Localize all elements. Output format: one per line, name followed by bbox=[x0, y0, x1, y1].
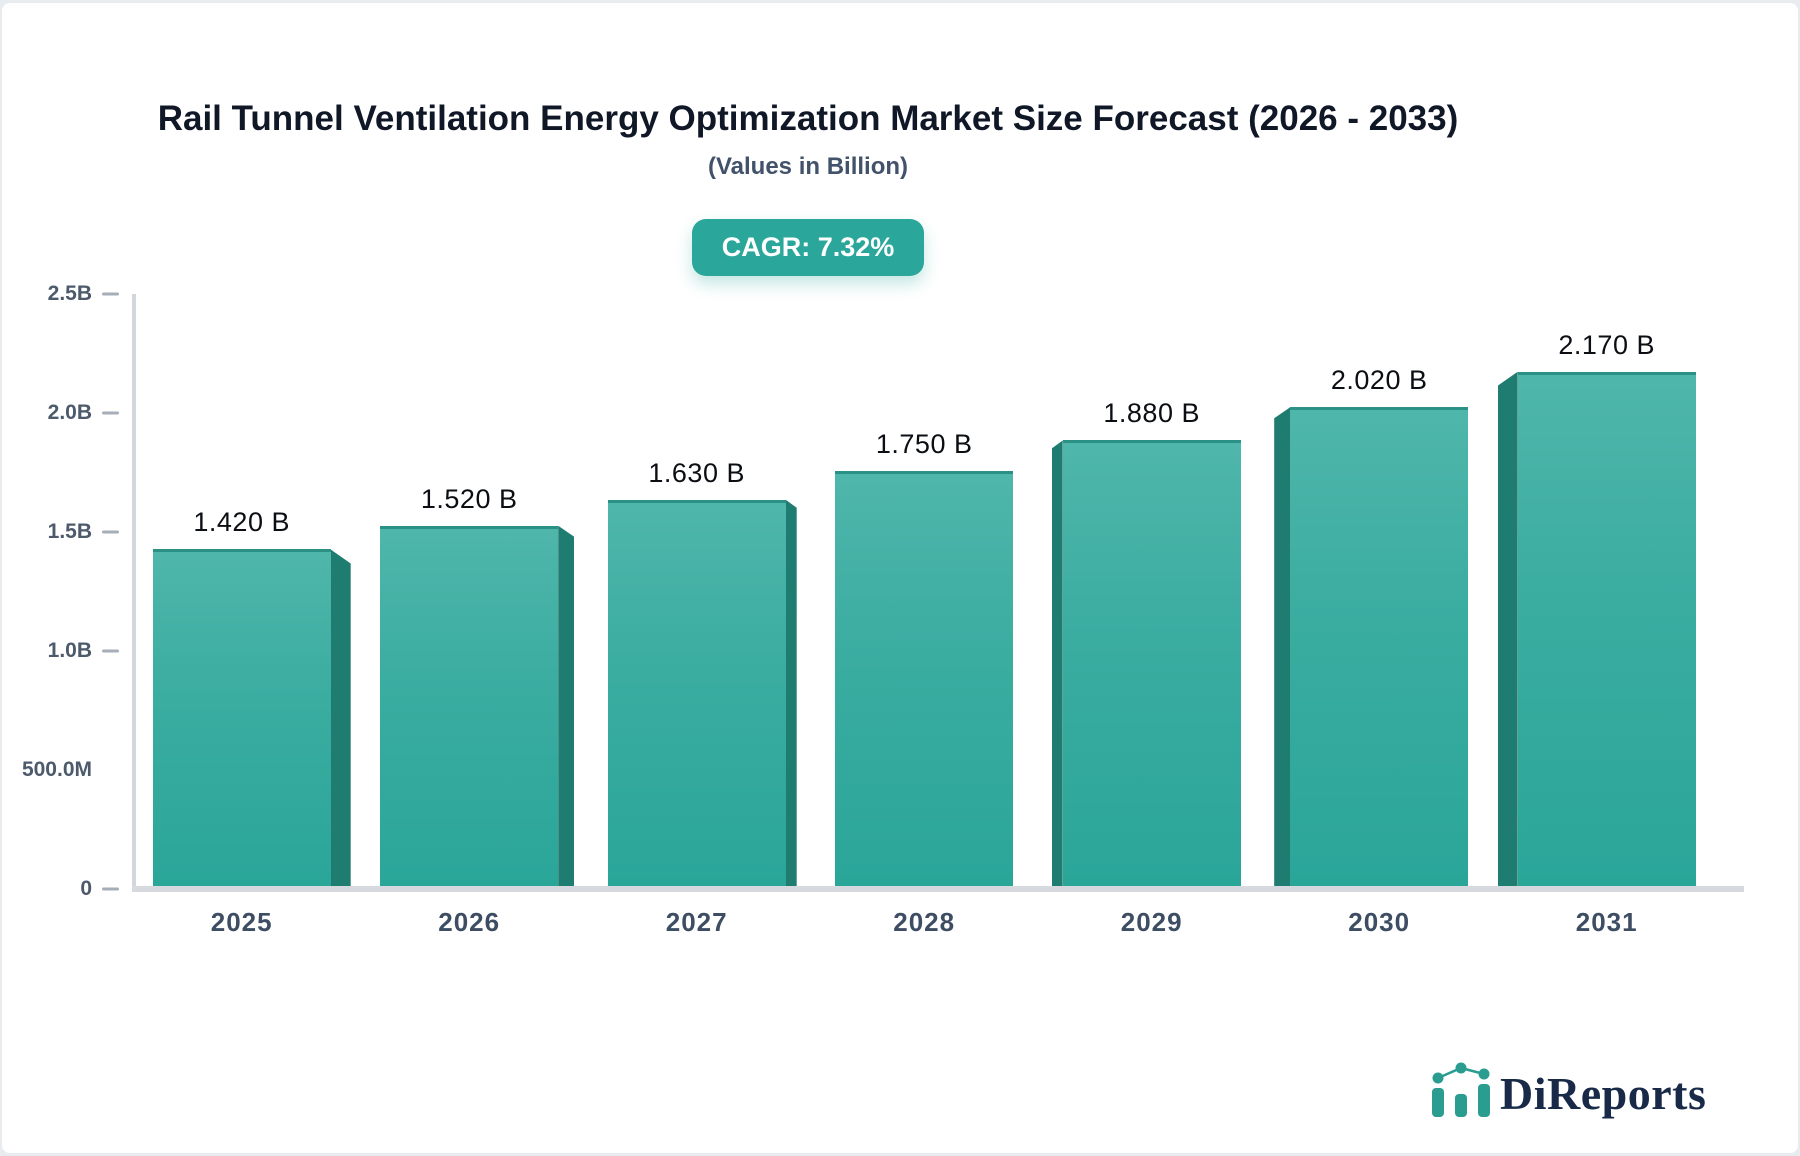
x-axis-label-2031: 2031 bbox=[1575, 907, 1638, 937]
bar-front-2028 bbox=[835, 471, 1014, 886]
bar-value-label-2027: 1.630 B bbox=[648, 457, 745, 488]
chart-title: Rail Tunnel Ventilation Energy Optimizat… bbox=[157, 99, 1459, 138]
bar-value-label-2028: 1.750 B bbox=[875, 429, 973, 460]
bar-3d-side bbox=[1274, 407, 1291, 886]
bar-group-2025: 1.420 B bbox=[152, 507, 351, 886]
y-tick-label-1.5B: 1.5B bbox=[47, 520, 92, 543]
chart-stage: Rail Tunnel Ventilation Energy Optimizat… bbox=[2, 3, 1798, 1153]
y-tick-dash bbox=[102, 649, 119, 653]
x-axis-label-2027: 2027 bbox=[665, 907, 728, 937]
chart-subtitle: (Values in Billion) bbox=[707, 153, 909, 180]
y-tick-dash bbox=[102, 292, 119, 296]
chart-card: Rail Tunnel Ventilation Energy Optimizat… bbox=[2, 3, 1798, 1153]
x-axis-label-2028: 2028 bbox=[893, 907, 956, 937]
bar-front-2027 bbox=[607, 499, 786, 886]
bar-3d-side bbox=[558, 525, 575, 886]
y-tick-label-2.5B: 2.5B bbox=[47, 282, 92, 305]
brand-logo-text: DiReports bbox=[1500, 1068, 1707, 1119]
bar-value-label-2026: 1.520 B bbox=[420, 483, 518, 514]
y-tick-label-1.0B: 1.0B bbox=[47, 639, 92, 662]
brand-logo: DiReports bbox=[1430, 1033, 1730, 1117]
x-axis-label-2026: 2026 bbox=[438, 907, 501, 937]
bar-group-2031: 2.170 B bbox=[1497, 330, 1696, 886]
mini-bar-chart-trend-icon bbox=[1432, 1062, 1490, 1117]
bar-front-2025 bbox=[152, 549, 331, 886]
x-axis-label-2029: 2029 bbox=[1120, 907, 1183, 937]
cagr-badge: CAGR: 7.32% bbox=[691, 219, 925, 276]
bar-value-label-2030: 2.020 B bbox=[1330, 365, 1428, 396]
bar-value-label-2025: 1.420 B bbox=[193, 507, 290, 538]
bar-3d-side bbox=[1497, 371, 1518, 886]
bar-group-2028: 1.750 B bbox=[835, 429, 1014, 886]
chart-header: Rail Tunnel Ventilation Energy Optimizat… bbox=[2, 3, 1614, 276]
bar-group-2026: 1.520 B bbox=[380, 484, 575, 886]
bar-3d-side bbox=[785, 499, 797, 886]
y-tick-label-0: 0 bbox=[80, 877, 92, 900]
y-tick-dash bbox=[102, 530, 119, 534]
y-tick-dash bbox=[102, 887, 119, 891]
x-axis-label-2025: 2025 bbox=[210, 907, 273, 937]
y-tick-dash bbox=[102, 411, 119, 415]
bar-group-2027: 1.630 B bbox=[607, 458, 797, 886]
x-axis-label-2030: 2030 bbox=[1348, 907, 1411, 937]
bar-3d-side bbox=[330, 549, 351, 886]
bar-group-2030: 2.020 B bbox=[1274, 365, 1469, 886]
y-axis-line bbox=[132, 294, 136, 886]
bar-front-2029 bbox=[1062, 440, 1241, 886]
bar-value-label-2029: 1.880 B bbox=[1103, 398, 1200, 429]
bar-front-2031 bbox=[1517, 371, 1696, 886]
y-tick-label-500.0M: 500.0M bbox=[21, 758, 92, 781]
bar-group-2029: 1.880 B bbox=[1051, 398, 1241, 886]
bar-3d-side bbox=[1051, 440, 1063, 886]
bar-front-2030 bbox=[1290, 407, 1469, 886]
x-axis-baseline bbox=[132, 886, 1744, 892]
bar-value-label-2031: 2.170 B bbox=[1558, 329, 1655, 360]
y-tick-label-2.0B: 2.0B bbox=[47, 401, 92, 424]
bar-front-2026 bbox=[380, 525, 559, 886]
